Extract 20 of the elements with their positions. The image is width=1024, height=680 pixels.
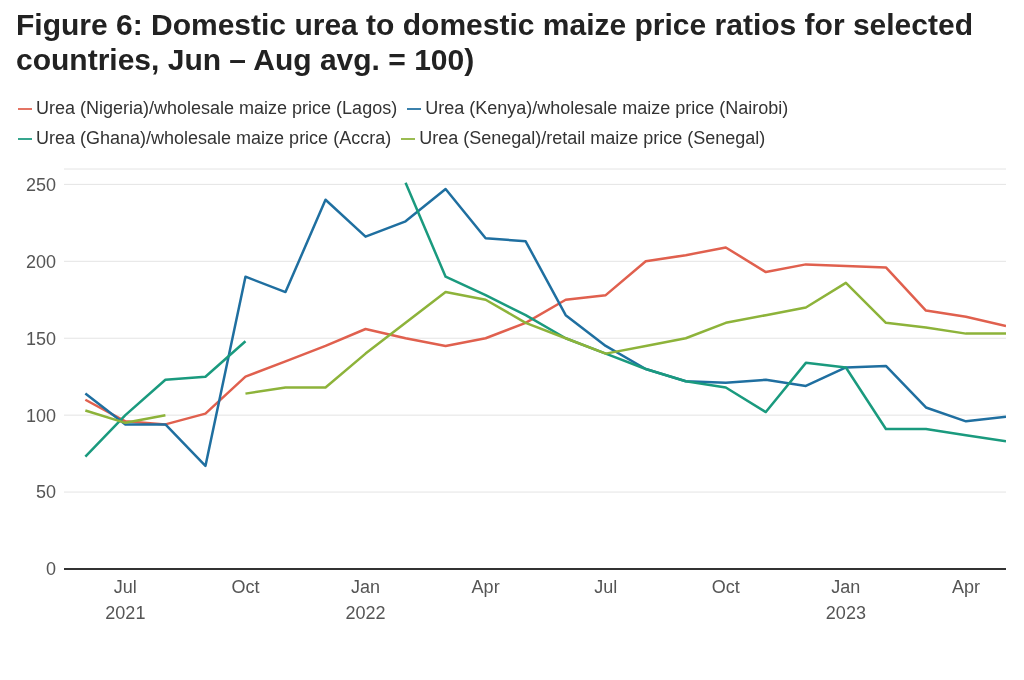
chart-title: Figure 6: Domestic urea to domestic maize price ratios for selected countries, Jun – Aug avg. = 100) <box>15 8 974 78</box>
x-tick-label: Jan 2023 <box>825 577 866 623</box>
y-tick-label: 200 <box>25 251 56 272</box>
legend-label: Urea (Nigeria)/wholesale maize price (Lagos) <box>36 98 398 118</box>
legend-label: Urea (Ghana)/wholesale maize price (Accra) <box>36 128 392 148</box>
x-tick-label: Apr <box>951 577 980 597</box>
x-tick-label: Oct <box>231 577 260 597</box>
y-tick-label: 100 <box>25 405 56 426</box>
y-tick-label: 50 <box>35 482 56 503</box>
y-tick-label: 150 <box>25 328 56 349</box>
x-tick-label: Apr <box>471 577 500 597</box>
x-tick-label: Jul 2021 <box>105 577 146 623</box>
x-tick-label: Oct <box>711 577 740 597</box>
x-tick-label: Jan 2022 <box>345 577 386 623</box>
legend-label: Urea (Kenya)/wholesale maize price (Nairobi) <box>425 98 789 118</box>
y-tick-label: 0 <box>45 559 56 580</box>
x-tick-label: Jul <box>594 577 618 597</box>
line-series <box>84 246 1006 426</box>
legend-label: Urea (Senegal)/retail maize price (Senegal) <box>419 128 766 148</box>
y-tick-label: 250 <box>25 174 56 195</box>
